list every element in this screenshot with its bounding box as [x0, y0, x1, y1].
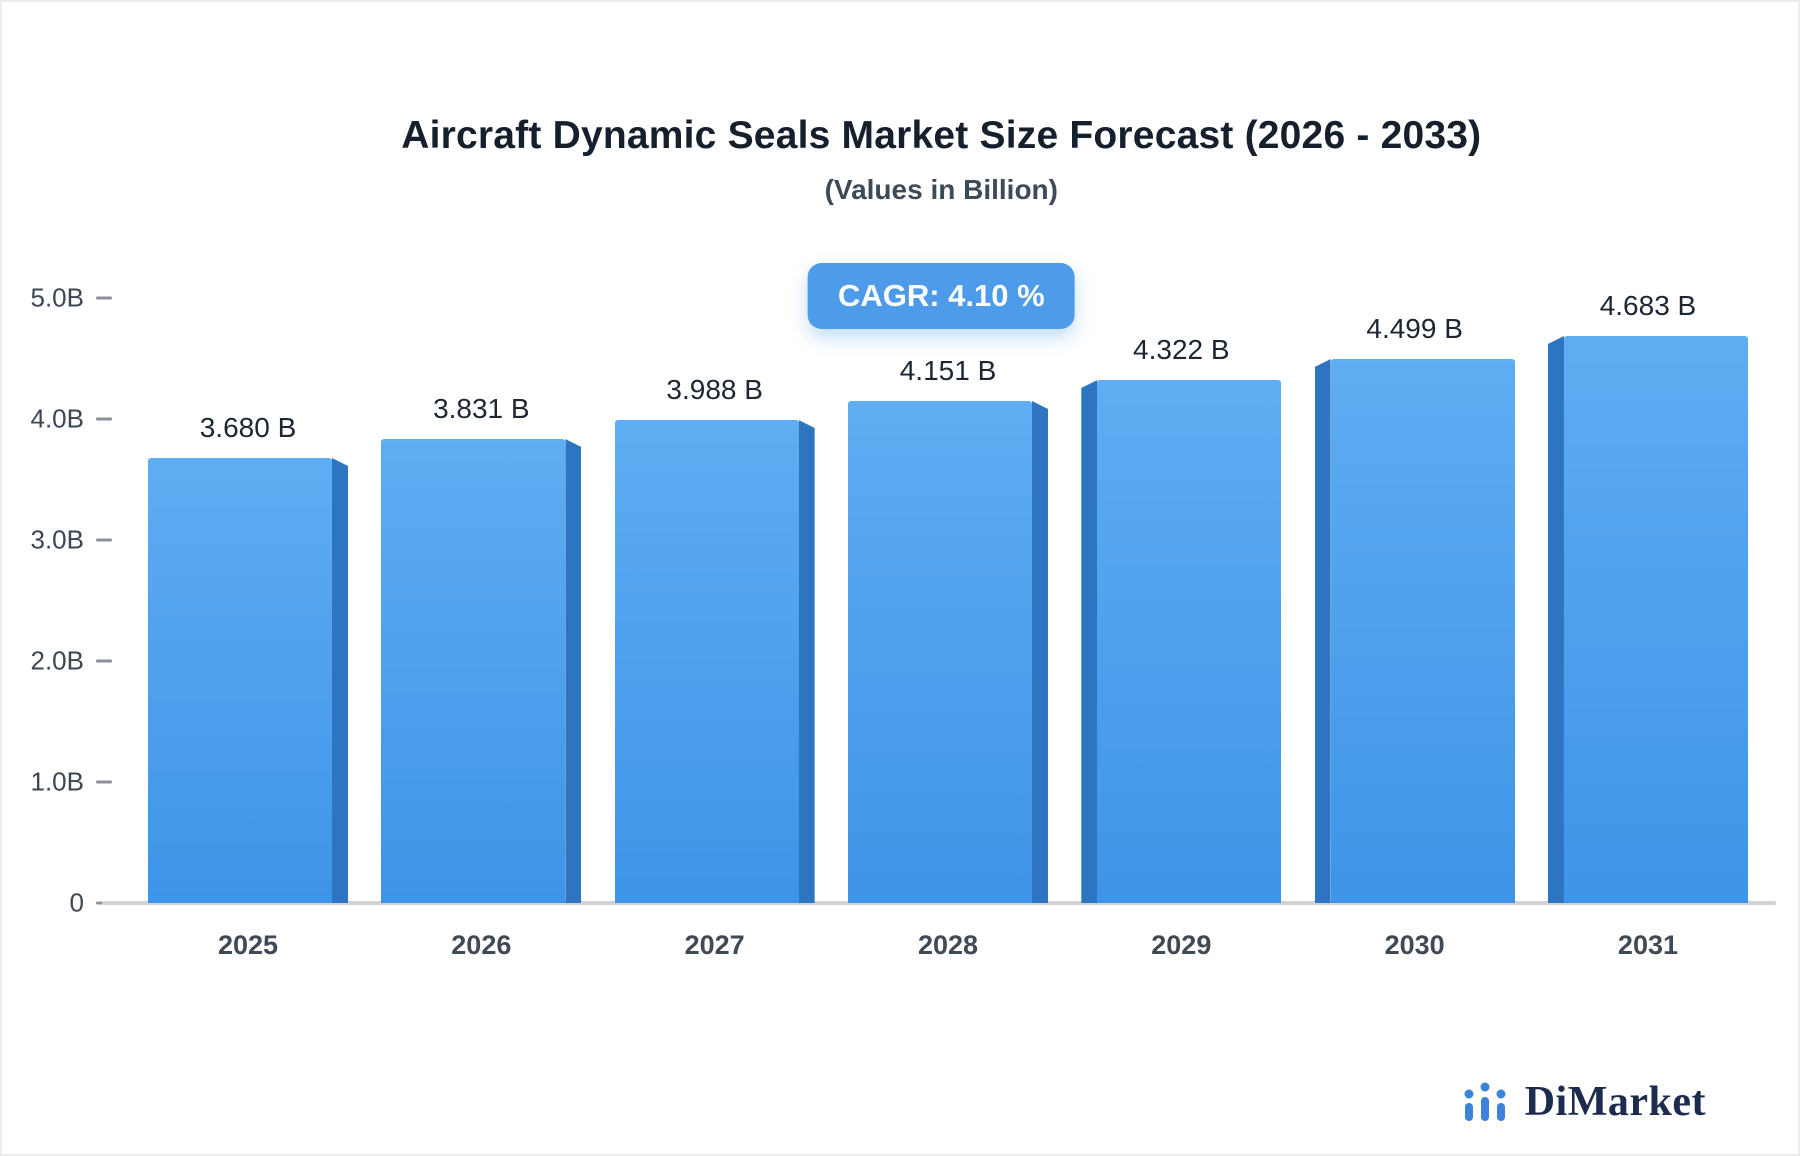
- y-tick-label: 3.0B: [30, 524, 85, 555]
- bar-front: [381, 439, 566, 903]
- bar-value-label: 4.322 B: [1133, 334, 1230, 365]
- y-axis: 5.0B 4.0B 3.0B 2.0B 1.0B 0: [2, 283, 112, 918]
- x-axis-label: 2030: [1384, 930, 1445, 960]
- brand-name: DiMarket: [1524, 1079, 1706, 1125]
- y-tick: 2.0B: [30, 645, 112, 677]
- bar-chart-dots-icon: [1464, 1082, 1506, 1121]
- y-tick-label: 4.0B: [30, 403, 85, 434]
- bar-cell: 4.683 B 2031: [1547, 290, 1748, 960]
- x-axis-label: 2027: [684, 930, 745, 960]
- bar-cell: 3.831 B 2026: [381, 298, 582, 960]
- chart-title: Aircraft Dynamic Seals Market Size Forec…: [401, 114, 1482, 157]
- chart-subtitle: (Values in Billion): [824, 174, 1058, 205]
- tick-dash: [96, 296, 112, 300]
- bar-value-label: 3.680 B: [199, 412, 297, 443]
- x-axis-label: 2026: [451, 930, 512, 960]
- bar-side: [1081, 380, 1098, 903]
- bar-value-label: 4.151 B: [899, 355, 997, 386]
- brand-logo: DiMarket: [1459, 1076, 1706, 1128]
- bar-front: [1330, 359, 1515, 903]
- bars-container: 3.680 B 2025 3.831 B 2026 3.988 B 2027 4.151 B…: [120, 290, 1776, 960]
- bar-value-label: 3.988 B: [666, 374, 763, 405]
- bar-front: [614, 420, 799, 903]
- bar-value-label: 3.831 B: [433, 393, 530, 424]
- bar-value-label: 4.683 B: [1599, 290, 1697, 321]
- tick-dash: [96, 417, 112, 421]
- bar-side: [565, 439, 582, 903]
- bar: 3.831 B: [381, 393, 582, 903]
- bar-cell: 4.499 B 2030: [1314, 298, 1515, 960]
- y-tick: 3.0B: [30, 524, 112, 556]
- bar-cell: 3.988 B 2027: [614, 298, 815, 960]
- y-tick-label: 2.0B: [30, 645, 85, 676]
- bar-side: [1547, 336, 1564, 903]
- bar-cell: 3.680 B 2025: [148, 298, 348, 960]
- y-tick: 5.0B: [30, 282, 112, 314]
- cagr-badge: CAGR: 4.10 %: [807, 263, 1075, 329]
- bar: 4.683 B: [1547, 290, 1748, 903]
- bar: 3.680 B: [148, 412, 348, 903]
- bar-front: [1563, 336, 1748, 903]
- bar: 3.988 B: [614, 374, 815, 903]
- x-axis-label: 2025: [217, 930, 279, 960]
- x-axis-label: 2028: [917, 930, 979, 960]
- bar-side: [1314, 359, 1331, 903]
- plot-area: 3.680 B 2025 3.831 B 2026 3.988 B 2027 4.151 B…: [102, 290, 1776, 960]
- bar-side: [1031, 401, 1048, 903]
- bar-front: [1097, 380, 1282, 903]
- bar: 4.151 B: [847, 355, 1048, 903]
- y-tick: 4.0B: [30, 403, 112, 435]
- x-axis-label: 2031: [1617, 930, 1679, 960]
- y-tick-label: 0: [69, 887, 84, 918]
- y-tick: 1.0B: [30, 766, 112, 798]
- x-axis-label: 2029: [1151, 930, 1212, 960]
- bar-side: [798, 420, 815, 903]
- bar-value-label: 4.499 B: [1366, 313, 1463, 344]
- bar-front: [148, 458, 332, 903]
- tick-dash: [96, 538, 112, 542]
- bar-side: [332, 458, 348, 903]
- x-axis-line: [102, 901, 1776, 905]
- bar-cell: 4.322 B 2029: [1081, 298, 1282, 960]
- bar-cell: 4.151 B 2028: [847, 298, 1048, 960]
- tick-dash: [96, 780, 112, 784]
- bar: 4.499 B: [1314, 313, 1515, 903]
- y-tick-label: 1.0B: [30, 766, 85, 797]
- tick-dash: [96, 659, 112, 663]
- bar: 4.322 B: [1081, 334, 1282, 903]
- y-tick-label: 5.0B: [30, 282, 85, 313]
- bar-front: [847, 401, 1032, 903]
